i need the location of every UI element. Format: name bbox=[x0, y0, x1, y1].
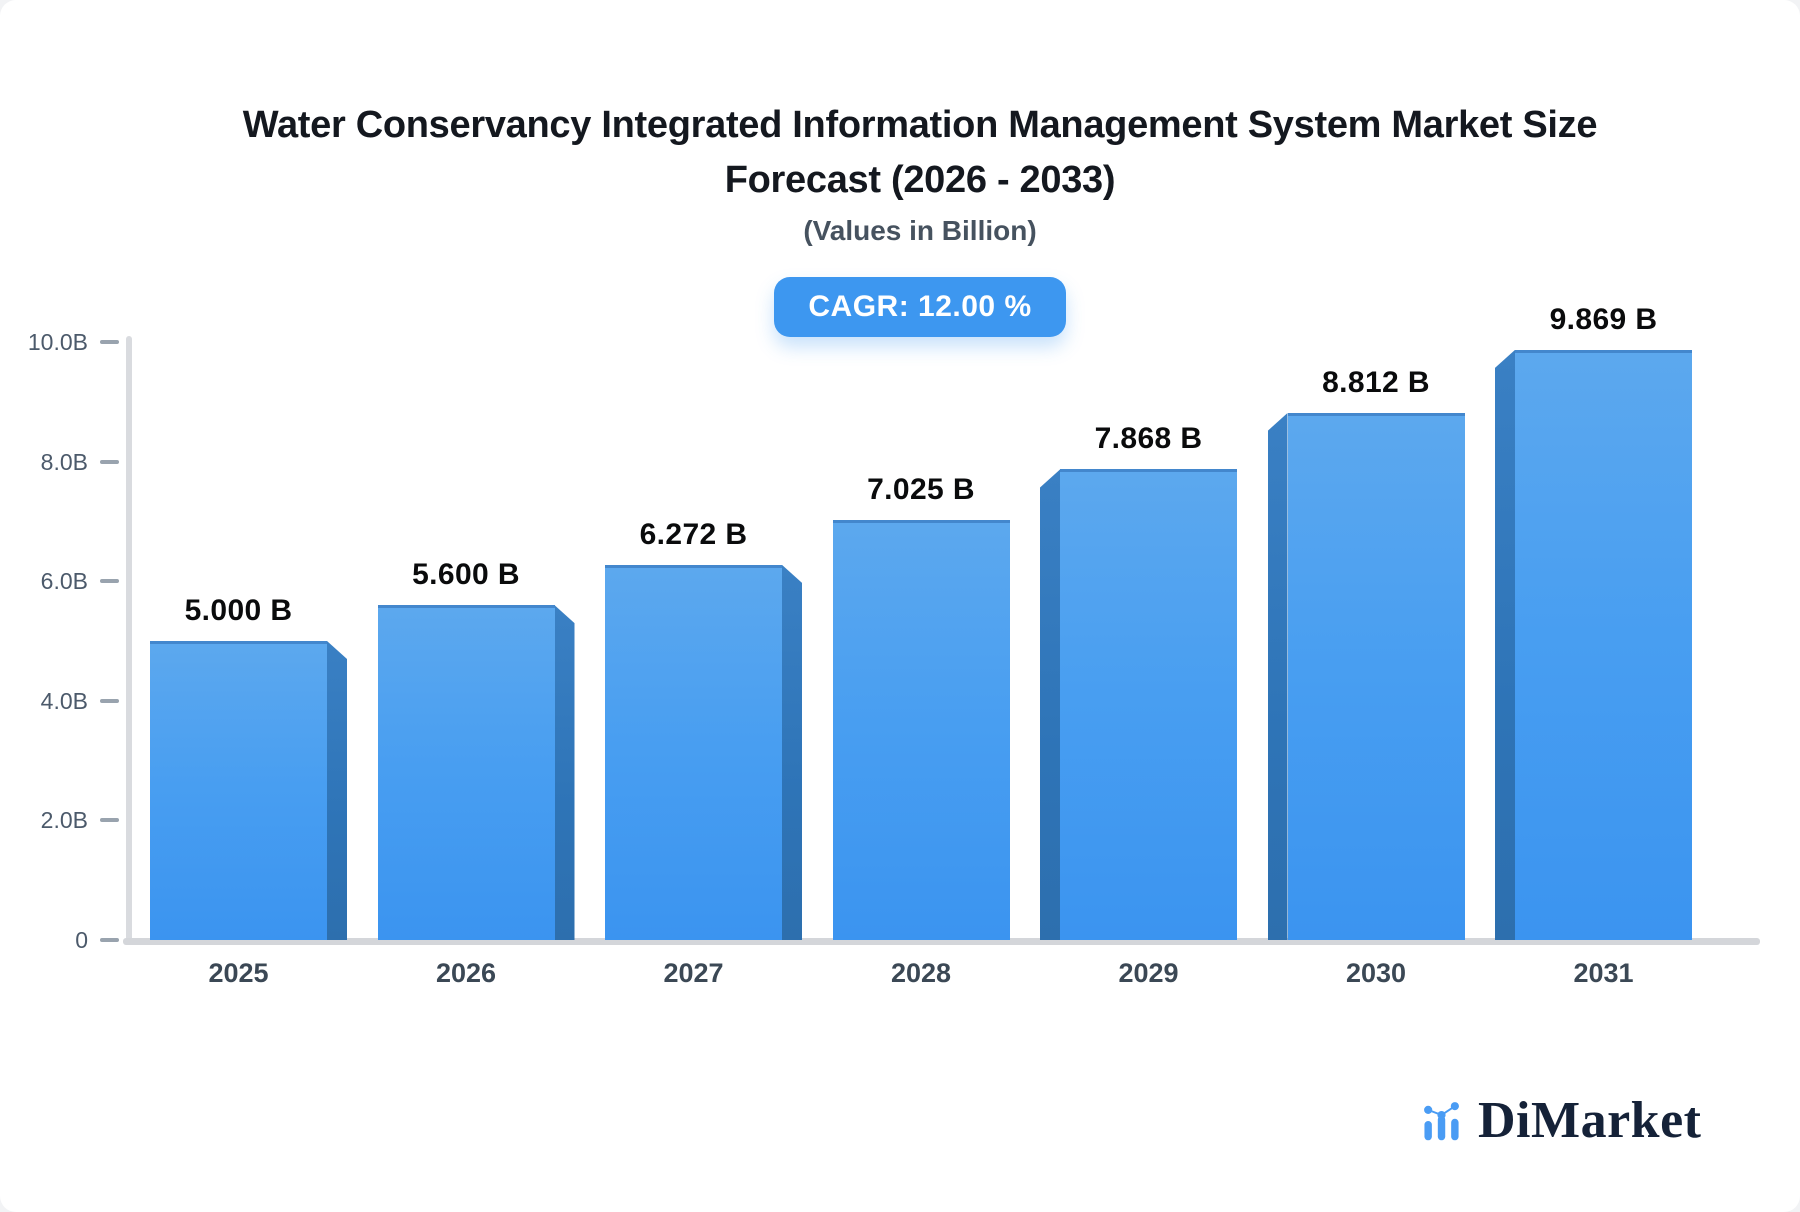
y-axis-tick-label: 8.0B bbox=[40, 448, 88, 475]
dimarket-logo-text: DiMarket bbox=[1478, 1092, 1702, 1150]
bar-value-label: 9.869 B bbox=[1549, 302, 1658, 336]
x-axis-label: 2029 bbox=[1118, 958, 1179, 988]
y-axis-tick-label: 10.0B bbox=[27, 329, 88, 355]
y-axis-tick-mark bbox=[100, 698, 119, 703]
bar-side-face bbox=[782, 564, 802, 940]
dimarket-logo: DiMarket bbox=[1420, 1092, 1702, 1150]
y-axis-tick-label: 2.0B bbox=[40, 807, 88, 834]
y-axis-tick-label: 4.0B bbox=[40, 687, 88, 714]
chart-header: Water Conservancy Integrated Information… bbox=[110, 98, 1730, 338]
chart-title-line-1: Water Conservancy Integrated Information… bbox=[242, 104, 1598, 146]
bar-value-label: 5.600 B bbox=[412, 558, 520, 592]
bar-2027 bbox=[605, 564, 782, 940]
bar-side-face bbox=[327, 641, 347, 940]
bar-value-label: 5.000 B bbox=[184, 594, 293, 627]
bar-value-label: 7.868 B bbox=[1094, 422, 1203, 456]
bar-2030 bbox=[1287, 413, 1465, 940]
bar-2028 bbox=[832, 519, 1010, 940]
bar-side-face bbox=[554, 605, 575, 940]
cagr-badge: CAGR: 12.00 % bbox=[774, 277, 1066, 338]
y-axis-tick-mark bbox=[100, 938, 119, 942]
chart-subtitle: (Values in Billion) bbox=[803, 215, 1037, 247]
y-axis-tick-mark bbox=[100, 340, 119, 344]
x-axis-label: 2030 bbox=[1345, 958, 1407, 988]
x-axis-label: 2027 bbox=[663, 958, 724, 988]
bar-2026 bbox=[377, 605, 555, 940]
bar-value-label: 8.812 B bbox=[1322, 366, 1430, 400]
x-axis-label: 2026 bbox=[435, 958, 497, 988]
bar-2031 bbox=[1515, 349, 1692, 940]
bar-side-face bbox=[1267, 413, 1288, 940]
y-axis-tick-mark bbox=[100, 579, 119, 584]
y-axis-tick-label: 0 bbox=[75, 927, 88, 953]
x-axis-label: 2031 bbox=[1573, 958, 1634, 988]
x-axis-line bbox=[123, 938, 1760, 945]
x-axis-label: 2028 bbox=[890, 958, 952, 988]
bar-value-label: 6.272 B bbox=[639, 517, 748, 551]
x-axis-label: 2025 bbox=[208, 958, 269, 988]
bar-side-face bbox=[1040, 469, 1060, 940]
bar-2025 bbox=[150, 641, 327, 940]
bar-value-label: 7.025 B bbox=[867, 472, 975, 506]
y-axis-tick-label: 6.0B bbox=[40, 568, 88, 595]
y-axis-line bbox=[126, 336, 132, 945]
bar-chart-trend-icon bbox=[1424, 1102, 1459, 1141]
chart-title-line-2: Forecast (2026 - 2033) bbox=[724, 158, 1116, 201]
bar-side-face bbox=[1495, 349, 1515, 940]
bar-2029 bbox=[1060, 469, 1237, 940]
y-axis-tick-mark bbox=[100, 818, 119, 823]
y-axis-tick-mark bbox=[100, 459, 119, 464]
